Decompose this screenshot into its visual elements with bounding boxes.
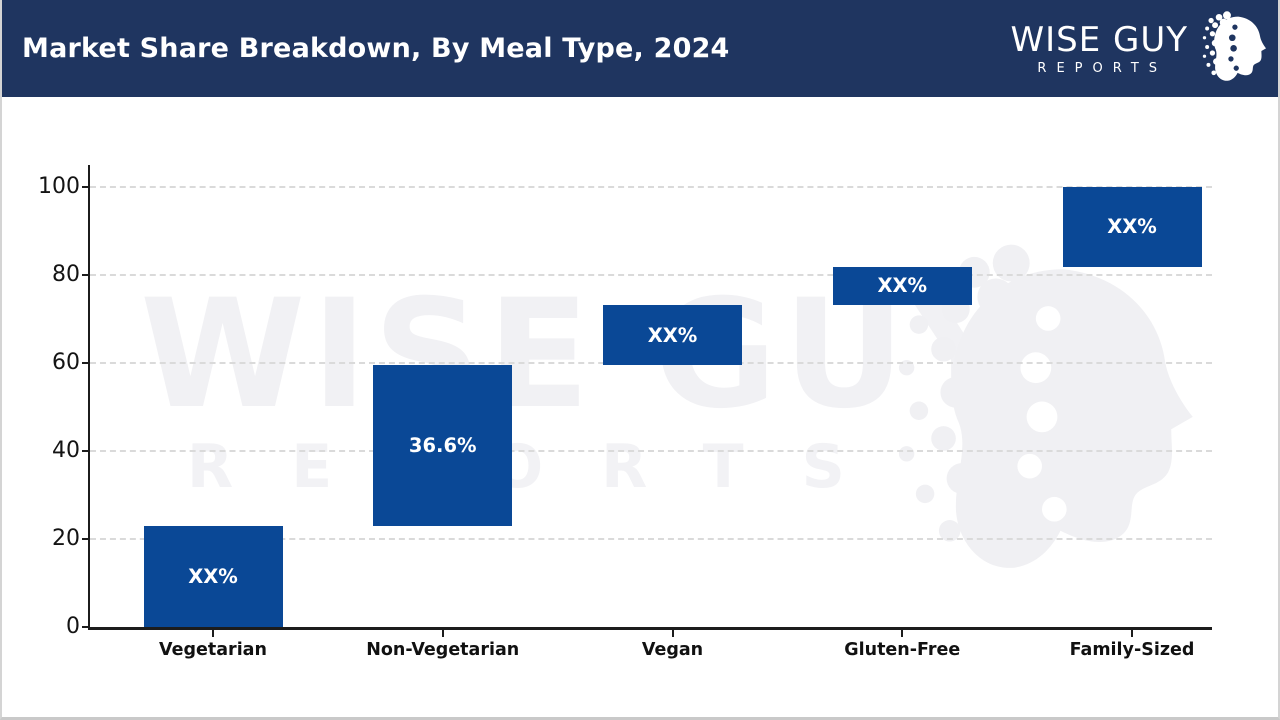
brand-logo: WISE GUY REPORTS — [1010, 8, 1278, 90]
bar-family-sized: XX% — [1062, 187, 1202, 267]
y-tick-label: 60 — [52, 350, 80, 375]
brand-face-icon — [1202, 10, 1267, 81]
page-title: Market Share Breakdown, By Meal Type, 20… — [22, 33, 730, 64]
x-tick-mark — [1131, 629, 1133, 637]
y-tick-label: 40 — [52, 438, 80, 463]
x-category-label: Gluten-Free — [844, 640, 961, 660]
x-category-label: Vegetarian — [159, 640, 267, 660]
x-category-label: Family-Sized — [1069, 640, 1195, 660]
x-tick-mark — [901, 629, 904, 637]
y-tick-mark — [82, 186, 90, 188]
header-bar: Market Share Breakdown, By Meal Type, 20… — [2, 0, 1278, 97]
brand-name: WISE GUY — [1010, 19, 1188, 60]
bar-value-label: XX% — [877, 274, 928, 298]
y-tick-label: 100 — [38, 174, 80, 199]
brand-logo-text: WISE GUY REPORTS — [1010, 23, 1188, 75]
y-tick-mark — [82, 538, 90, 540]
y-tick-mark — [82, 450, 90, 452]
bar-value-label: XX% — [1107, 215, 1157, 239]
bar-vegan: XX% — [603, 305, 742, 365]
bar-vegetarian: XX% — [143, 525, 283, 627]
x-category-label: Vegan — [641, 640, 704, 660]
y-tick-mark — [82, 274, 90, 276]
y-tick-mark — [82, 362, 90, 364]
gridline-20 — [90, 538, 1212, 540]
bar-value-label: 36.6% — [408, 433, 477, 457]
y-axis-line — [88, 165, 90, 630]
brand-subname: REPORTS — [1037, 60, 1168, 76]
gridline-40 — [90, 450, 1212, 452]
y-tick-label: 0 — [66, 614, 80, 639]
x-tick-mark — [441, 629, 444, 637]
x-category-label: Non-Vegetarian — [366, 640, 520, 660]
y-tick-label: 20 — [52, 526, 80, 551]
x-axis-line — [90, 627, 1212, 630]
bar-value-label: XX% — [188, 564, 238, 588]
bar-gluten-free: XX% — [832, 266, 972, 306]
bar-value-label: XX% — [647, 323, 698, 347]
y-tick-mark — [82, 626, 90, 628]
x-tick-mark — [212, 629, 214, 637]
gridline-100 — [90, 186, 1212, 188]
y-tick-label: 80 — [52, 262, 80, 287]
gridline-80 — [90, 274, 1212, 276]
x-tick-mark — [671, 629, 674, 637]
bar-non-vegetarian: 36.6% — [373, 364, 513, 526]
